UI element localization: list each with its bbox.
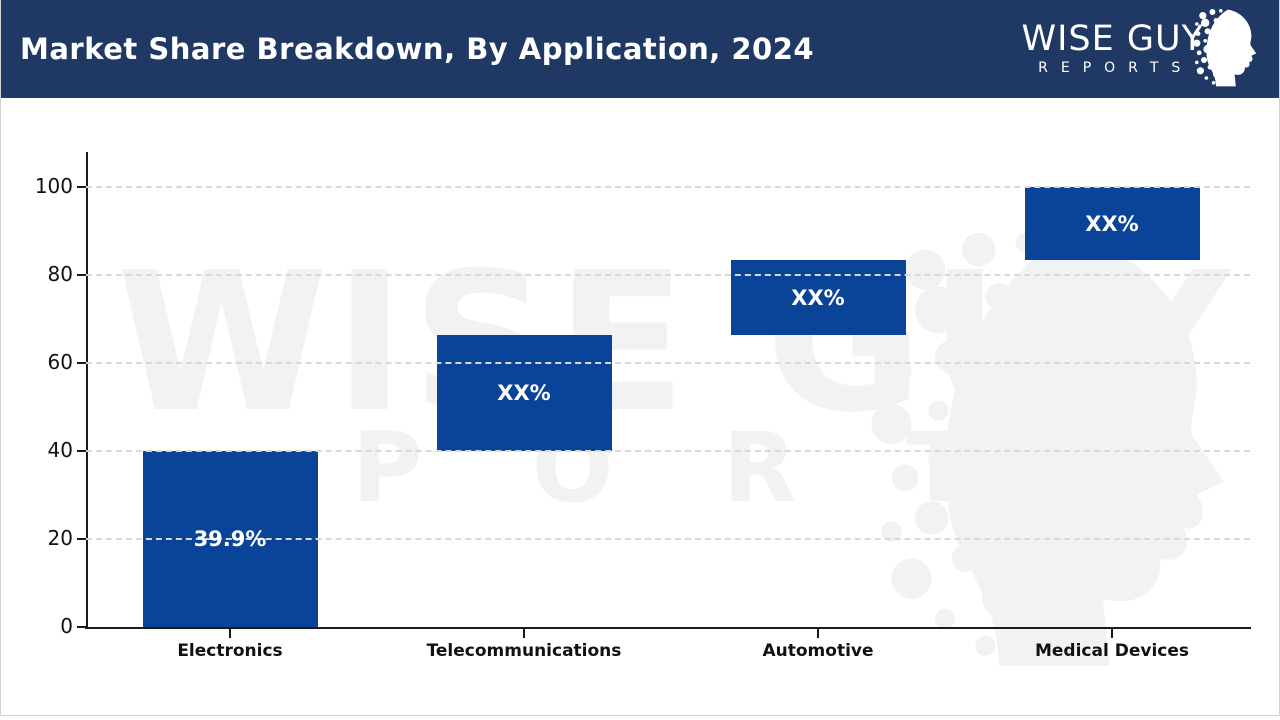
y-tick-label-0: 0 bbox=[60, 614, 73, 638]
y-tick-label-60: 60 bbox=[47, 350, 73, 374]
gridline-80 bbox=[86, 274, 1250, 276]
gridline-100 bbox=[86, 186, 1250, 188]
wise-guy-reports-logo: WISE GUY REPORTS bbox=[1021, 6, 1264, 90]
x-tick-2 bbox=[817, 629, 819, 638]
x-tick-label-3: Medical Devices bbox=[1034, 641, 1189, 661]
x-tick-label-1: Telecommunications bbox=[426, 641, 622, 661]
dotted-face-profile-icon bbox=[1192, 6, 1264, 90]
y-tick-label-40: 40 bbox=[47, 438, 73, 462]
y-tick-label-100: 100 bbox=[34, 174, 73, 198]
y-tick-80 bbox=[77, 274, 86, 276]
x-tick-label-0: Electronics bbox=[177, 641, 283, 661]
header-bar: Market Share Breakdown, By Application, … bbox=[0, 0, 1280, 98]
logo-text: WISE GUY REPORTS bbox=[1021, 18, 1204, 76]
gridline-60 bbox=[86, 362, 1250, 364]
x-tick-3 bbox=[1111, 629, 1113, 638]
bar-value-label: XX% bbox=[1085, 211, 1139, 236]
y-tick-100 bbox=[77, 186, 86, 188]
x-tick-0 bbox=[229, 629, 231, 638]
bar-value-label: XX% bbox=[497, 381, 551, 406]
x-tick-1 bbox=[523, 629, 525, 638]
y-tick-40 bbox=[77, 450, 86, 452]
y-tick-label-20: 20 bbox=[47, 526, 73, 550]
logo-wordmark: WISE GUY bbox=[1021, 18, 1204, 59]
y-axis-line bbox=[86, 152, 88, 629]
y-tick-label-80: 80 bbox=[47, 262, 73, 286]
x-tick-label-2: Automotive bbox=[762, 641, 874, 661]
bar-value-label: XX% bbox=[791, 285, 845, 310]
x-axis-line bbox=[85, 627, 1251, 629]
gridline-20 bbox=[86, 538, 1250, 540]
y-tick-20 bbox=[77, 538, 86, 540]
page-title: Market Share Breakdown, By Application, … bbox=[20, 32, 815, 66]
bar-telecommunications bbox=[436, 335, 612, 452]
bar-value-label: 39.9% bbox=[193, 527, 267, 552]
bar-medical-devices bbox=[1024, 187, 1200, 261]
gridline-40 bbox=[86, 450, 1250, 452]
chart-area: WISE GUY P O R T S 0 20 40 60 80 100 39.9% Elec… bbox=[0, 98, 1280, 720]
logo-subtitle: REPORTS bbox=[1038, 59, 1194, 76]
y-tick-60 bbox=[77, 362, 86, 364]
y-tick-0 bbox=[77, 626, 86, 628]
bar-automotive bbox=[730, 260, 906, 336]
